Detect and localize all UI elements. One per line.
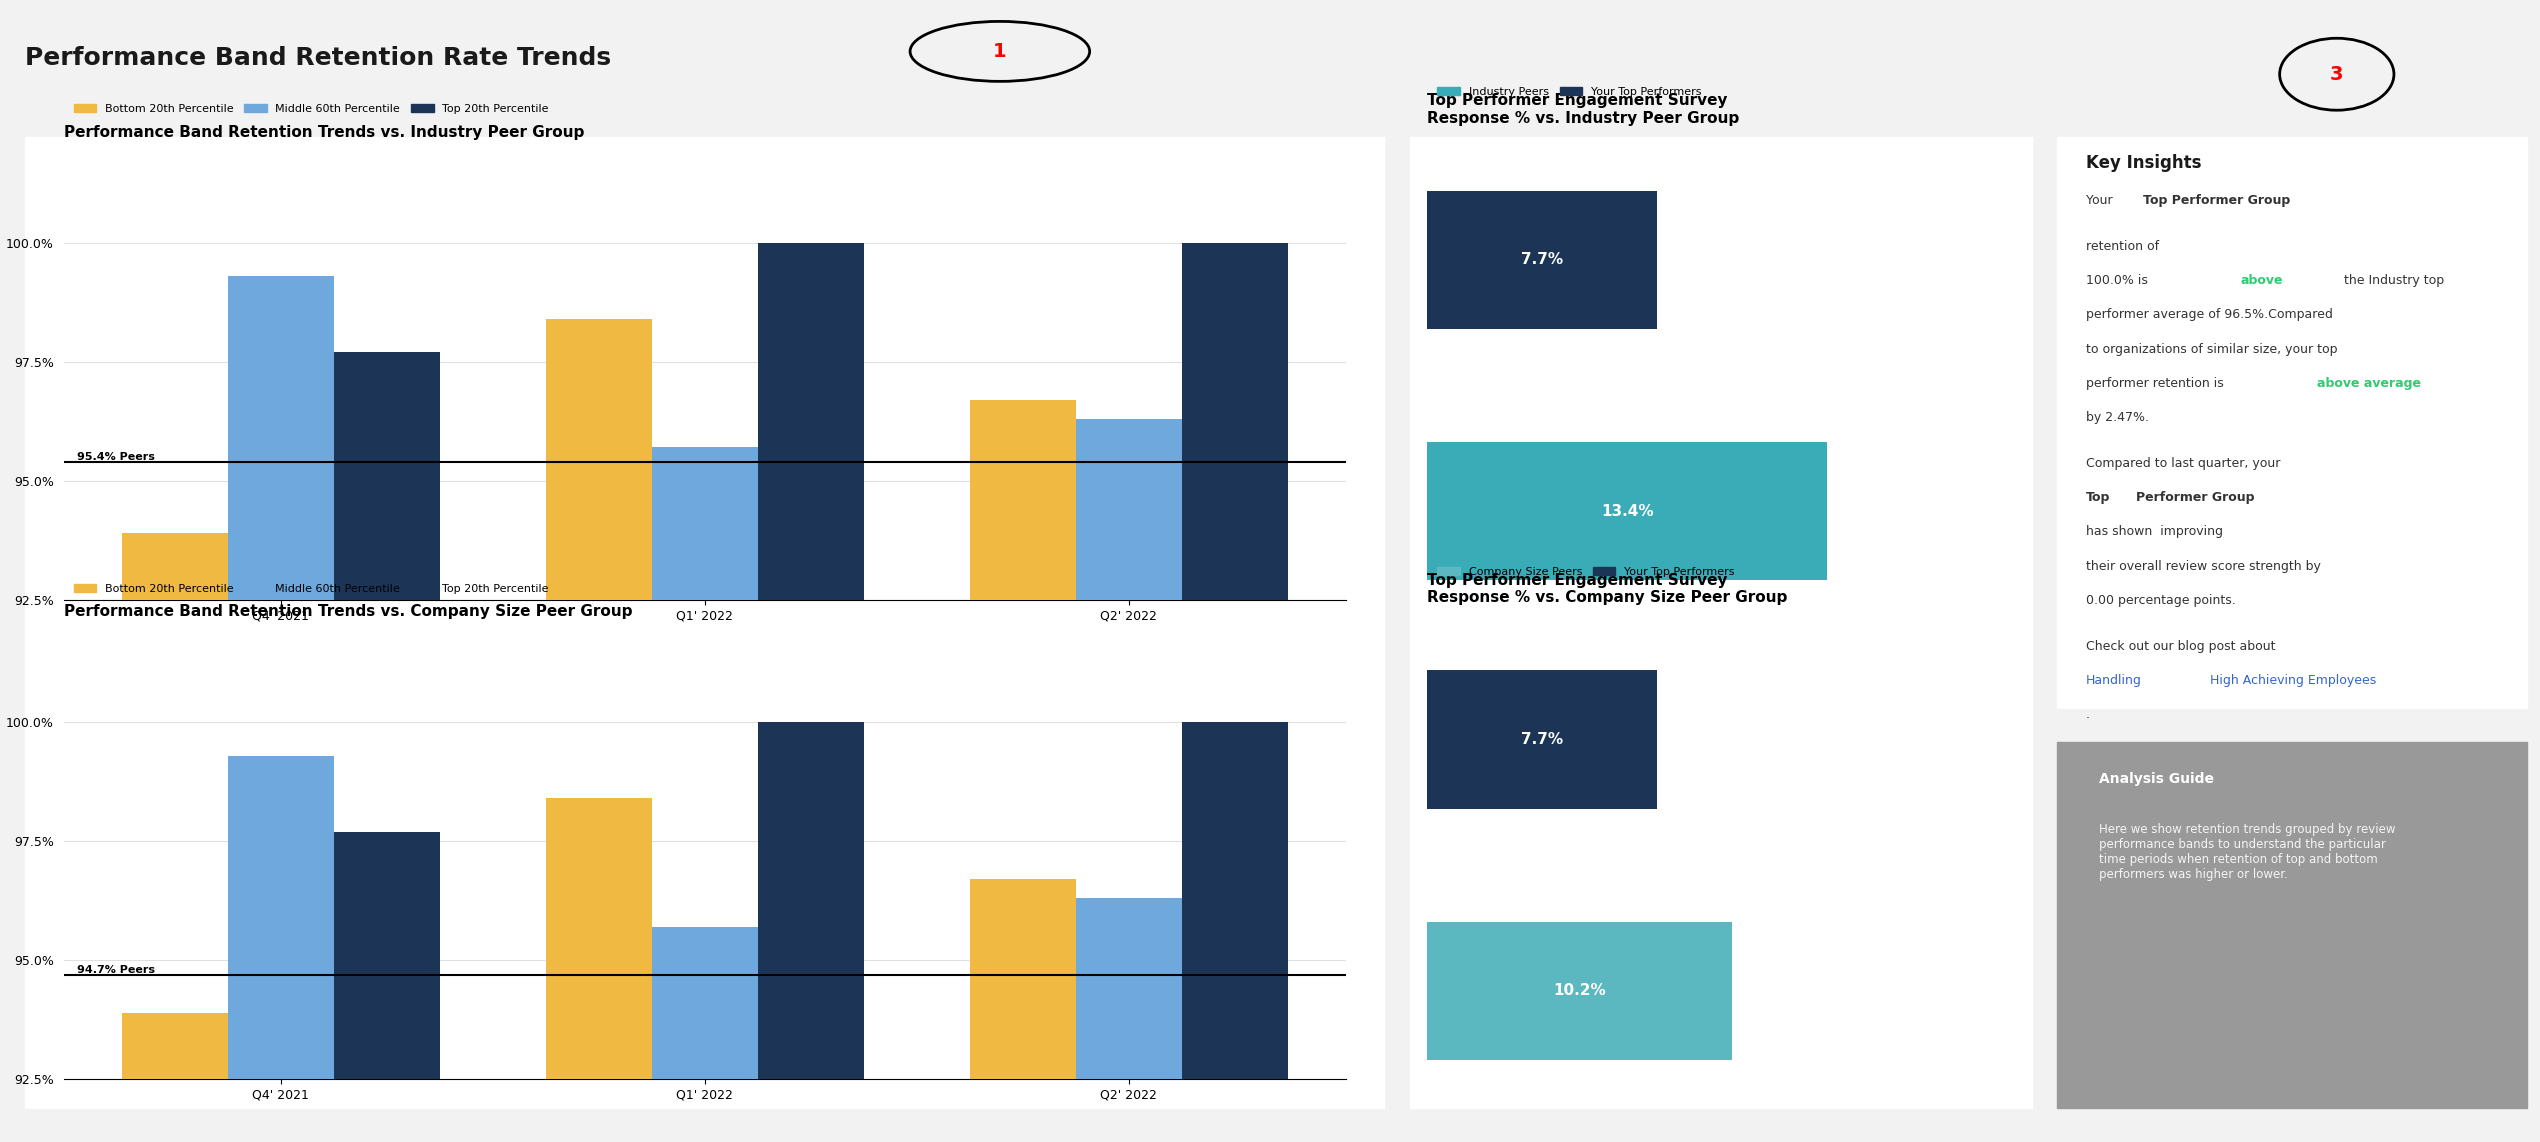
Text: 94.7% Peers: 94.7% Peers	[76, 965, 155, 974]
Bar	[1181, 722, 1288, 1142]
Bar	[1077, 899, 1181, 1142]
Text: by 2.47%.: by 2.47%.	[2085, 411, 2149, 424]
Text: Top Performer Engagement Survey
Response % vs. Industry Peer Group: Top Performer Engagement Survey Response…	[1427, 94, 1740, 126]
Legend: Company Size Peers, Your Top Performers: Company Size Peers, Your Top Performers	[1433, 562, 1740, 581]
Text: performer retention is: performer retention is	[2085, 377, 2228, 389]
Bar	[757, 722, 864, 1142]
Text: Performance Band Retention Trends vs. Company Size Peer Group: Performance Band Retention Trends vs. Co…	[64, 604, 632, 619]
Bar	[122, 533, 229, 1142]
Bar	[1181, 243, 1288, 1142]
Text: .: .	[2085, 708, 2090, 721]
Bar	[970, 879, 1077, 1142]
Text: Top: Top	[2085, 491, 2111, 504]
Text: Check out our blog post about: Check out our blog post about	[2085, 640, 2278, 652]
Legend: Bottom 20th Percentile, Middle 60th Percentile, Top 20th Percentile: Bottom 20th Percentile, Middle 60th Perc…	[69, 579, 554, 598]
Text: 1: 1	[993, 42, 1006, 61]
Text: Top Performer Group: Top Performer Group	[2144, 194, 2291, 207]
Bar	[546, 319, 653, 1142]
Text: 7.7%: 7.7%	[1521, 732, 1565, 747]
Bar	[653, 927, 757, 1142]
Text: above average: above average	[2316, 377, 2421, 389]
Text: High Achieving Employees: High Achieving Employees	[2210, 674, 2377, 686]
Text: to organizations of similar size, your top: to organizations of similar size, your t…	[2085, 343, 2337, 355]
Text: 100.0% is: 100.0% is	[2085, 274, 2151, 287]
Text: Handling: Handling	[2085, 674, 2141, 686]
Text: 3: 3	[2329, 65, 2344, 83]
Bar	[1427, 670, 1656, 809]
Bar	[653, 448, 757, 1142]
Text: 95.4% Peers: 95.4% Peers	[76, 451, 155, 461]
Text: their overall review score strength by: their overall review score strength by	[2085, 560, 2322, 572]
Text: Performance Band Retention Trends vs. Industry Peer Group: Performance Band Retention Trends vs. In…	[64, 124, 584, 139]
Text: Your: Your	[2085, 194, 2116, 207]
Text: Here we show retention trends grouped by review
performance bands to understand : Here we show retention trends grouped by…	[2101, 822, 2395, 880]
Bar	[970, 400, 1077, 1142]
Text: Key Insights: Key Insights	[2085, 154, 2202, 172]
Bar	[333, 831, 439, 1142]
Text: retention of: retention of	[2085, 240, 2159, 252]
Bar	[546, 798, 653, 1142]
Bar	[1427, 191, 1656, 329]
Text: Compared to last quarter, your: Compared to last quarter, your	[2085, 457, 2283, 469]
Text: Performance Band Retention Rate Trends: Performance Band Retention Rate Trends	[25, 46, 612, 70]
Legend: Bottom 20th Percentile, Middle 60th Percentile, Top 20th Percentile: Bottom 20th Percentile, Middle 60th Perc…	[69, 99, 554, 119]
Bar	[757, 243, 864, 1142]
Bar	[229, 756, 333, 1142]
Text: 13.4%: 13.4%	[1600, 504, 1654, 518]
Text: above: above	[2240, 274, 2283, 287]
Text: performer average of 96.5%.Compared: performer average of 96.5%.Compared	[2085, 308, 2332, 321]
Text: 7.7%: 7.7%	[1521, 252, 1565, 267]
Bar	[333, 352, 439, 1142]
Text: Analysis Guide: Analysis Guide	[2101, 772, 2215, 786]
Bar	[1427, 442, 1826, 580]
Bar	[1077, 419, 1181, 1142]
Legend: Industry Peers, Your Top Performers: Industry Peers, Your Top Performers	[1433, 82, 1707, 102]
Text: 10.2%: 10.2%	[1554, 983, 1605, 998]
Bar	[229, 276, 333, 1142]
Text: 0.00 percentage points.: 0.00 percentage points.	[2085, 594, 2235, 606]
Bar	[122, 1013, 229, 1142]
Text: has shown  improving: has shown improving	[2085, 525, 2222, 538]
Bar	[1427, 922, 1732, 1060]
Text: the Industry top: the Industry top	[2339, 274, 2443, 287]
Text: Performer Group: Performer Group	[2136, 491, 2256, 504]
Text: Top Performer Engagement Survey
Response % vs. Company Size Peer Group: Top Performer Engagement Survey Response…	[1427, 573, 1788, 605]
